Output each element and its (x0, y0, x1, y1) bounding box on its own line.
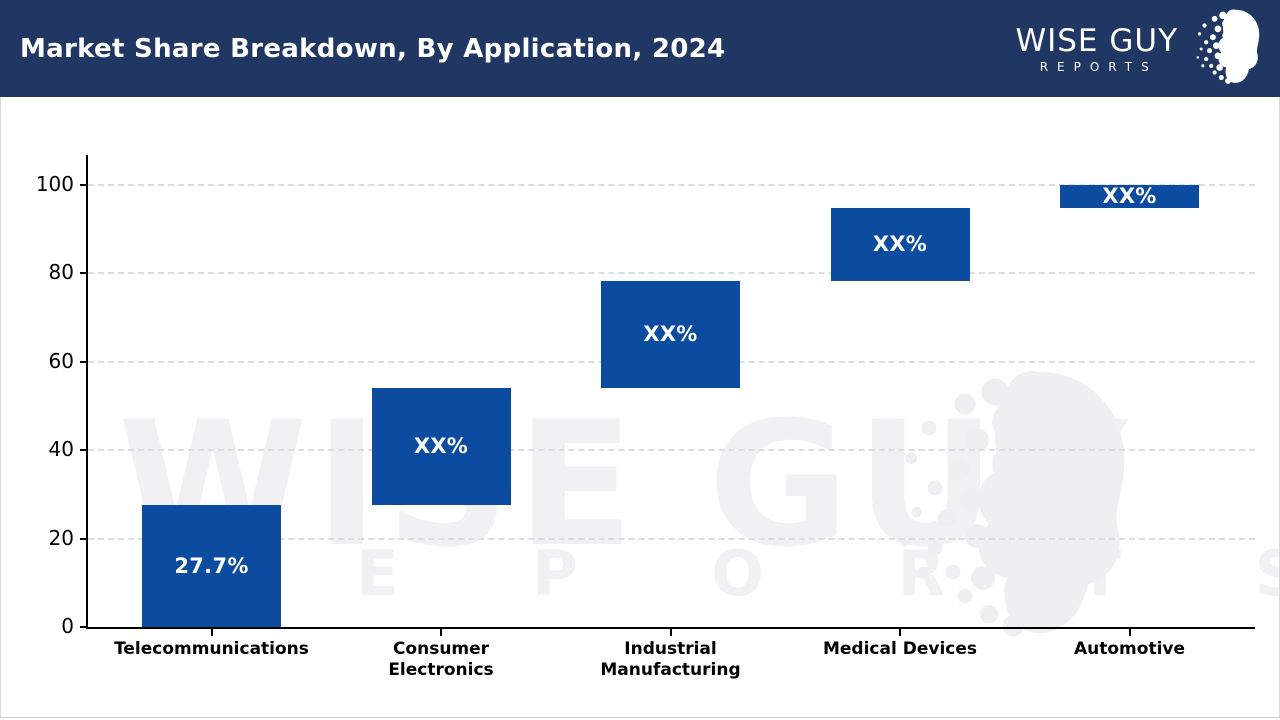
y-tick-mark (80, 272, 87, 275)
bar-value-label: 27.7% (174, 553, 249, 578)
logo-reports-text: REPORTS (1039, 59, 1158, 74)
bar-segment: XX% (371, 387, 511, 505)
page-left-rule (0, 97, 1, 718)
x-tick-mark (210, 629, 213, 636)
bar-segment: XX% (830, 207, 970, 281)
y-tick-mark (80, 184, 87, 186)
y-tick-label: 40 (48, 437, 74, 462)
x-category-label-line: Electronics (388, 660, 494, 680)
x-category-label-line: Telecommunications (114, 639, 309, 659)
wise-guy-logo: WISE GUY REPORTS (1015, 7, 1280, 91)
bar-segment: XX% (601, 280, 740, 388)
bar-segment: 27.7% (142, 504, 281, 627)
x-tick-mark (669, 629, 672, 636)
x-category-label: Automotive (1015, 639, 1245, 660)
page-bottom-rule (0, 717, 1280, 718)
x-category-label: Medical Devices (785, 639, 1015, 660)
y-tick-mark (80, 449, 87, 452)
bar-segment: XX% (1060, 184, 1199, 209)
header-bar: Market Share Breakdown, By Application, … (0, 0, 1280, 97)
y-tick-label: 80 (48, 260, 74, 285)
x-tick-mark (1128, 629, 1131, 636)
x-category-label-line: Medical Devices (822, 639, 977, 659)
x-category-label-line: Industrial (624, 639, 717, 659)
logo-name-text: WISE GUY (1015, 22, 1178, 59)
gridline-y100 (88, 184, 1255, 186)
page-title: Market Share Breakdown, By Application, … (20, 33, 726, 64)
x-category-label-line: Automotive (1073, 639, 1186, 659)
x-category-label-line: Manufacturing (600, 660, 741, 680)
y-tick-label: 0 (61, 614, 74, 638)
gridline-y40 (88, 449, 1255, 452)
x-category-label: Industrial Manufacturing (556, 639, 786, 681)
chart-plot-area: WISE GUY R E P O R T S 0 20 40 60 80 100 27.7… (0, 97, 1280, 720)
bars-layer: 27.7% Telecommunications XX% Consumer Electr… (0, 97, 1280, 720)
y-tick-label: 100 (35, 172, 74, 196)
y-tick-label: 60 (48, 348, 74, 373)
x-axis-line (86, 627, 1255, 629)
y-tick-label: 20 (48, 525, 74, 550)
y-axis-line (86, 155, 88, 629)
x-tick-mark (440, 629, 442, 636)
gridline-y80 (88, 272, 1255, 275)
gridline-y20 (88, 537, 1255, 540)
y-tick-mark (80, 360, 87, 363)
y-tick-mark (80, 626, 87, 628)
bar-value-label: XX% (1102, 184, 1157, 209)
watermark-name: WISE GUY (118, 384, 1135, 585)
x-category-label: Consumer Electronics (326, 639, 556, 681)
y-tick-mark (80, 537, 87, 540)
bar-value-label: XX% (643, 322, 698, 347)
x-tick-mark (899, 629, 901, 636)
bar-value-label: XX% (872, 232, 928, 257)
bar-value-label: XX% (413, 434, 469, 459)
logo-dot-head-icon (1196, 9, 1260, 84)
x-category-label: Telecommunications (97, 639, 327, 660)
x-category-label-line: Consumer (392, 639, 490, 659)
